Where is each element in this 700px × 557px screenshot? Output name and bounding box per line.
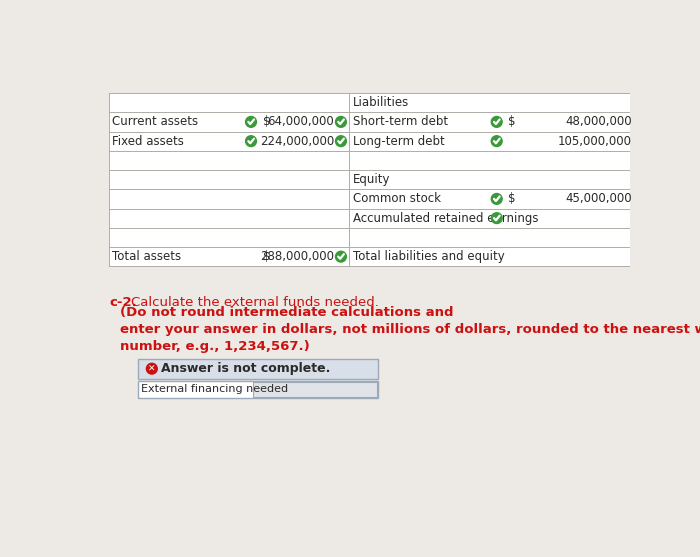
- Circle shape: [491, 116, 502, 128]
- FancyBboxPatch shape: [138, 359, 378, 379]
- Text: Answer is not complete.: Answer is not complete.: [161, 362, 330, 375]
- Text: 105,000,000: 105,000,000: [558, 135, 631, 148]
- Text: 64,000,000: 64,000,000: [267, 115, 334, 129]
- Text: Total liabilities and equity: Total liabilities and equity: [354, 250, 505, 263]
- Text: ✕: ✕: [148, 364, 155, 373]
- Text: 48,000,000: 48,000,000: [565, 115, 631, 129]
- Text: 45,000,000: 45,000,000: [565, 192, 631, 206]
- Text: $: $: [508, 115, 515, 129]
- Text: Common stock: Common stock: [354, 192, 441, 206]
- FancyBboxPatch shape: [253, 382, 377, 397]
- Text: External financing needed: External financing needed: [141, 384, 288, 394]
- Text: Current assets: Current assets: [112, 115, 198, 129]
- Text: Total assets: Total assets: [112, 250, 181, 263]
- Text: 224,000,000: 224,000,000: [260, 135, 334, 148]
- Text: (Do not round intermediate calculations and
enter your answer in dollars, not mi: (Do not round intermediate calculations …: [120, 306, 700, 353]
- Text: Liabilities: Liabilities: [354, 96, 410, 109]
- Text: $: $: [262, 115, 270, 129]
- FancyBboxPatch shape: [138, 381, 378, 398]
- Text: Short-term debt: Short-term debt: [354, 115, 449, 129]
- Circle shape: [246, 136, 256, 146]
- Text: 288,000,000: 288,000,000: [260, 250, 334, 263]
- Text: Long-term debt: Long-term debt: [354, 135, 445, 148]
- Text: $: $: [508, 192, 515, 206]
- Text: Accumulated retained earnings: Accumulated retained earnings: [354, 212, 539, 224]
- Text: $: $: [262, 250, 270, 263]
- Text: Calculate the external funds needed.: Calculate the external funds needed.: [131, 296, 383, 309]
- Text: Equity: Equity: [354, 173, 391, 186]
- Circle shape: [246, 116, 256, 128]
- Circle shape: [491, 136, 502, 146]
- Circle shape: [335, 136, 346, 146]
- Circle shape: [335, 251, 346, 262]
- Text: c-2.: c-2.: [109, 296, 137, 309]
- Circle shape: [335, 116, 346, 128]
- Circle shape: [491, 213, 502, 223]
- Text: Fixed assets: Fixed assets: [112, 135, 184, 148]
- FancyBboxPatch shape: [109, 93, 635, 266]
- Circle shape: [146, 363, 158, 374]
- Circle shape: [491, 193, 502, 204]
